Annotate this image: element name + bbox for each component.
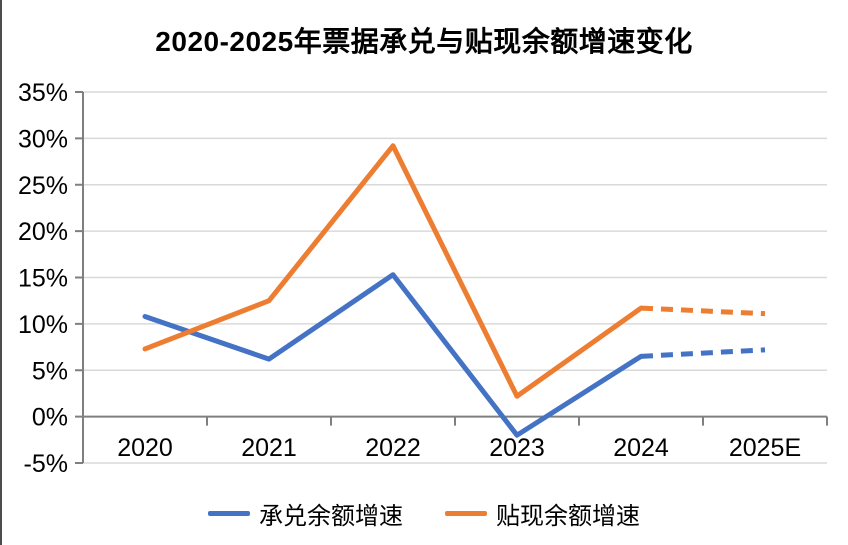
x-tick-label: 2024: [613, 434, 669, 462]
y-tick-label: 5%: [32, 357, 68, 385]
page-left-border-line: [0, 0, 2, 545]
y-tick-label: 15%: [18, 265, 68, 293]
y-tick-label: 25%: [18, 172, 68, 200]
legend-label: 承兑余额增速: [259, 503, 403, 530]
legend-line-swatch: [208, 511, 250, 516]
legend-label: 贴现余额增速: [496, 503, 640, 530]
y-tick-label: 30%: [18, 125, 68, 153]
series-line-0-solid: [142, 272, 644, 438]
legend-item-0: 承兑余额增速: [208, 496, 403, 531]
x-tick-label: 2020: [117, 434, 173, 462]
y-tick-label: 10%: [18, 311, 68, 339]
series-line-1-solid: [142, 143, 644, 399]
series-line-1-dashed: [640, 305, 766, 317]
chart-title: 2020-2025年票据承兑与贴现余额增速变化: [155, 26, 693, 57]
y-tick-label: 0%: [32, 404, 68, 432]
y-tick-label: -5%: [24, 450, 68, 478]
legend-line-swatch: [445, 511, 487, 516]
x-tick-label: 2021: [241, 434, 297, 462]
y-tick-label: 20%: [18, 218, 68, 246]
chart-legend: 承兑余额增速 贴现余额增速: [0, 496, 848, 531]
x-tick-label: 2025E: [729, 434, 801, 462]
series-line-0-dashed: [640, 347, 766, 359]
y-tick-label: 35%: [18, 79, 68, 107]
x-tick-label: 2023: [489, 434, 545, 462]
legend-item-1: 贴现余额增速: [445, 496, 640, 531]
x-tick-label: 2022: [365, 434, 421, 462]
